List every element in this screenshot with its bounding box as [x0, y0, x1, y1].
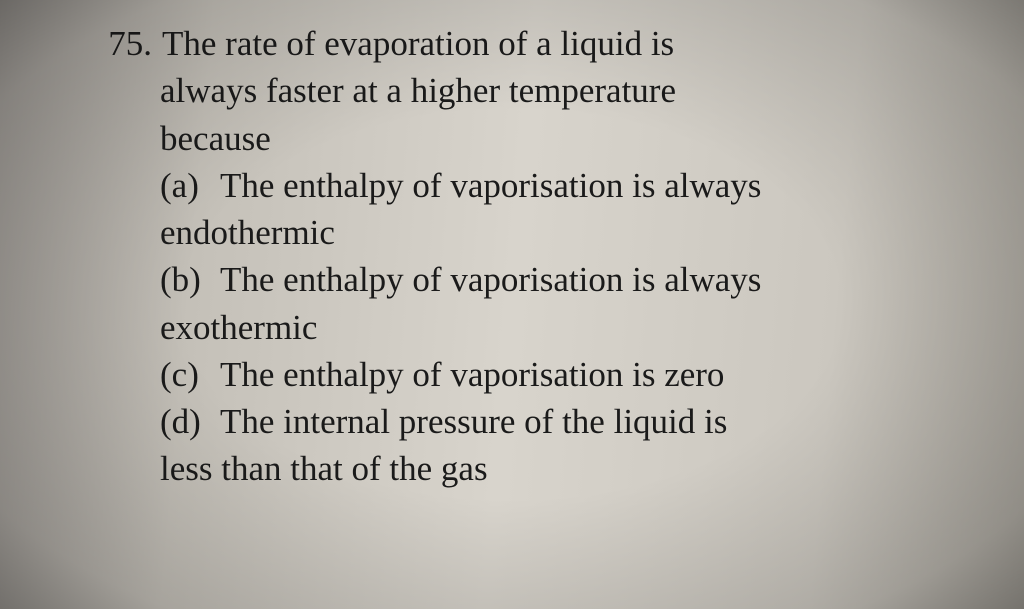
option-c-text-1: The enthalpy of vaporisation is zero	[220, 351, 974, 398]
option-b-label: (b)	[160, 256, 220, 303]
stem-line-1: The rate of evaporation of a liquid is	[162, 20, 974, 67]
question-stem-row: 75. The rate of evaporation of a liquid …	[90, 20, 974, 67]
option-b: (b) The enthalpy of vaporisation is alwa…	[160, 256, 974, 303]
option-a-label: (a)	[160, 162, 220, 209]
option-a-text-1: The enthalpy of vaporisation is always	[220, 162, 974, 209]
option-c-label: (c)	[160, 351, 220, 398]
question-number: 75.	[90, 20, 162, 67]
option-b-text-2: exothermic	[160, 304, 974, 351]
option-d-text-2: less than that of the gas	[160, 445, 974, 492]
stem-line-2: always faster at a higher temperature	[160, 67, 974, 114]
stem-line-3: because	[160, 115, 974, 162]
option-b-text-1: The enthalpy of vaporisation is always	[220, 256, 974, 303]
option-d: (d) The internal pressure of the liquid …	[160, 398, 974, 445]
question-block: 75. The rate of evaporation of a liquid …	[0, 0, 1024, 513]
option-d-text-1: The internal pressure of the liquid is	[220, 398, 974, 445]
option-a: (a) The enthalpy of vaporisation is alwa…	[160, 162, 974, 209]
option-a-text-2: endothermic	[160, 209, 974, 256]
option-d-label: (d)	[160, 398, 220, 445]
option-c: (c) The enthalpy of vaporisation is zero	[160, 351, 974, 398]
